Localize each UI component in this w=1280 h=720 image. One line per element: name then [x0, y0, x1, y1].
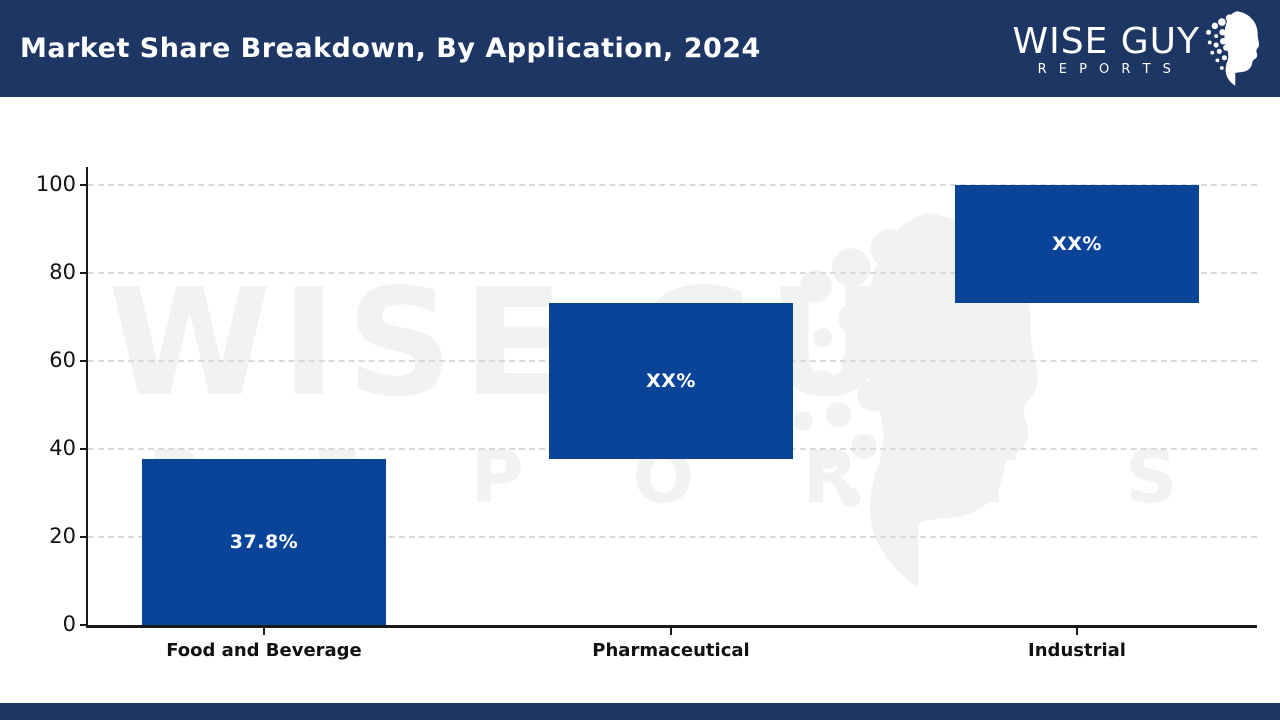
bar-value-label: XX% [1052, 233, 1102, 256]
gridline [88, 184, 1257, 186]
y-tick-label: 0 [62, 612, 76, 636]
y-tick [80, 272, 88, 274]
logo-wordmark: WISE GUY [1012, 20, 1200, 62]
x-category-label: Food and Beverage [166, 640, 362, 661]
bar-industrial: XX% [955, 185, 1199, 304]
dotted-head-icon [1205, 10, 1260, 86]
y-tick-label: 60 [49, 348, 76, 372]
x-tick [670, 628, 672, 635]
y-tick [80, 360, 88, 362]
y-tick [80, 536, 88, 538]
bar-pharmaceutical: XX% [549, 303, 793, 459]
bar-value-label: XX% [646, 370, 696, 393]
y-tick-label: 80 [49, 260, 76, 284]
footer-bar [0, 703, 1280, 720]
y-tick-label: 20 [49, 524, 76, 548]
y-tick-label: 100 [35, 172, 76, 196]
y-tick [80, 184, 88, 186]
header-bar: Market Share Breakdown, By Application, … [0, 0, 1280, 97]
logo-text: WISE GUY R E P O R T S [1012, 20, 1201, 77]
x-category-label: Industrial [1028, 640, 1126, 661]
gridline [88, 536, 1257, 538]
y-tick-label: 40 [49, 436, 76, 460]
gridline [88, 272, 1257, 274]
x-axis [86, 625, 1257, 628]
logo-subtitle: R E P O R T S [1037, 61, 1175, 77]
bar-value-label: 37.8% [229, 530, 299, 553]
x-category-label: Pharmaceutical [592, 640, 750, 661]
brand-logo: WISE GUY R E P O R T S [1013, 8, 1267, 90]
x-tick [263, 628, 265, 635]
page-title: Market Share Breakdown, By Application, … [20, 33, 761, 64]
y-axis [86, 167, 88, 627]
y-tick [80, 624, 88, 626]
y-tick [80, 448, 88, 450]
bar-food-and-beverage: 37.8% [142, 458, 386, 625]
x-tick [1076, 628, 1078, 635]
